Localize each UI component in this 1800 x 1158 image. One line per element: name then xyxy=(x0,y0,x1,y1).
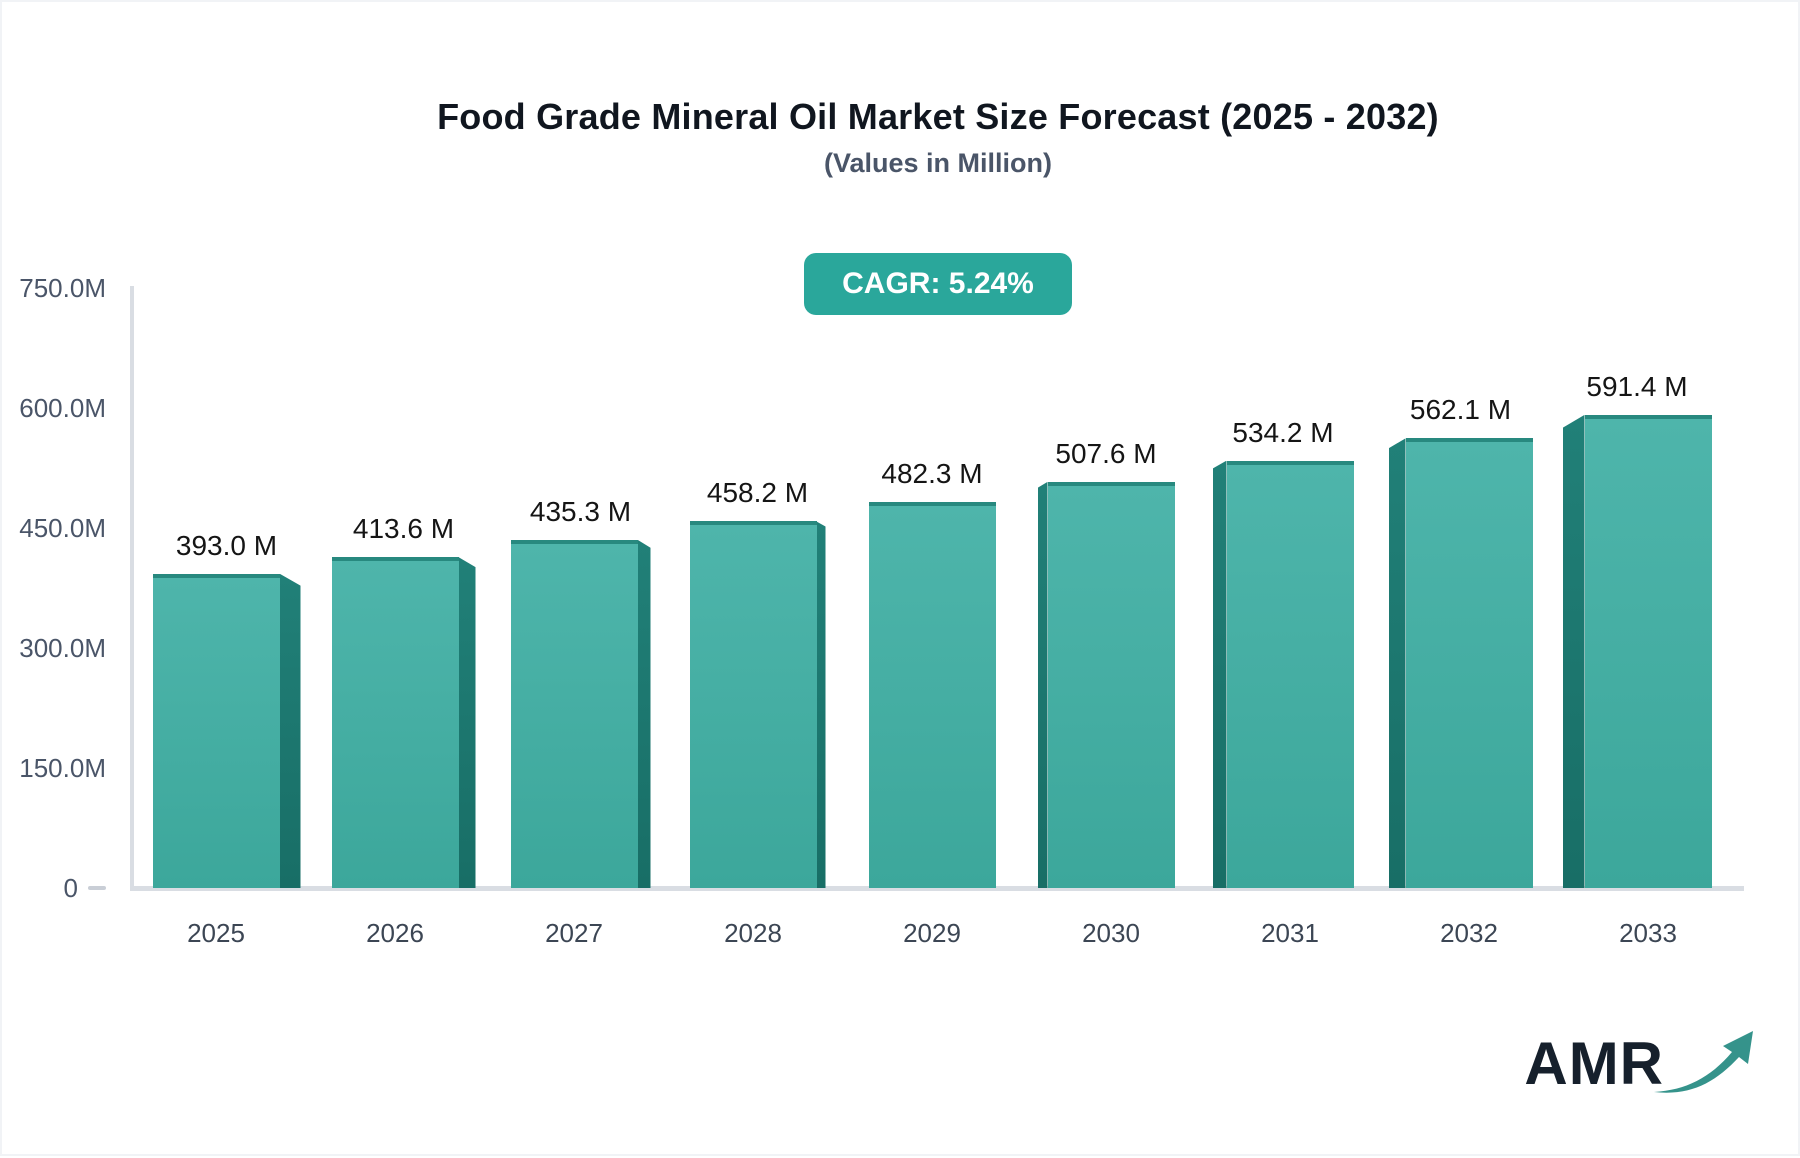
y-tick-label: 450.0M xyxy=(19,513,106,543)
bar-value-label: 507.6 M xyxy=(1055,437,1157,469)
chart-title: Food Grade Mineral Oil Market Size Forec… xyxy=(437,96,1439,137)
bar-3d-side xyxy=(1212,460,1227,888)
x-tick-label: 2027 xyxy=(545,918,603,948)
bar-3d-side xyxy=(279,573,301,888)
bar-value-label: 393.0 M xyxy=(175,529,278,561)
bar xyxy=(1226,460,1354,888)
bar xyxy=(510,539,638,888)
y-tick-label: 300.0M xyxy=(19,633,106,663)
growth-arrow-icon xyxy=(1654,1031,1753,1093)
amr-logo: AMR xyxy=(1524,1030,1760,1100)
bar xyxy=(868,502,996,888)
x-tick-label: 2025 xyxy=(187,918,245,948)
bar xyxy=(689,521,817,888)
bar-value-label: 458.2 M xyxy=(706,477,809,509)
y-tick-label: 600.0M xyxy=(19,393,106,423)
y-tick-label: 0 xyxy=(2,872,106,904)
bar xyxy=(331,557,459,888)
bar-3d-side xyxy=(458,557,476,888)
x-tick-label: 2032 xyxy=(1440,918,1498,948)
x-tick-label: 2031 xyxy=(1261,918,1319,948)
y-tick-label: 150.0M xyxy=(19,753,106,783)
bar xyxy=(1047,481,1175,888)
chart-subtitle: (Values in Million) xyxy=(823,148,1053,178)
bar xyxy=(1405,438,1533,888)
bar xyxy=(1584,414,1712,888)
y-tick-label: 750.0M xyxy=(19,273,106,303)
y-axis-line xyxy=(130,286,134,890)
bar-value-label: 562.1 M xyxy=(1409,394,1512,426)
bar-value-label: 435.3 M xyxy=(529,495,632,527)
cagr-badge: CAGR: 5.24% xyxy=(804,253,1072,315)
x-tick-label: 2026 xyxy=(366,918,424,948)
bar-value-label: 482.3 M xyxy=(881,458,983,490)
x-tick-label: 2029 xyxy=(903,918,961,948)
bar-value-label: 591.4 M xyxy=(1586,370,1688,402)
bar-3d-side xyxy=(637,539,651,888)
bar-3d-side xyxy=(1388,438,1406,888)
x-tick-label: 2030 xyxy=(1082,918,1140,948)
x-tick-label: 2028 xyxy=(724,918,782,948)
bar-3d-side xyxy=(1037,481,1048,888)
bar xyxy=(152,573,280,888)
zero-tick-mark xyxy=(88,886,106,891)
x-axis-line xyxy=(130,886,1744,891)
x-tick-label: 2033 xyxy=(1619,918,1677,948)
chart-header: Food Grade Mineral Oil Market Size Forec… xyxy=(132,2,1744,315)
amr-logo-text: AMR xyxy=(1524,1030,1664,1097)
bar-value-label: 413.6 M xyxy=(352,513,455,545)
bar-value-label: 534.2 M xyxy=(1232,416,1334,448)
bar-3d-side xyxy=(1562,414,1585,888)
bar-3d-side xyxy=(816,521,826,888)
